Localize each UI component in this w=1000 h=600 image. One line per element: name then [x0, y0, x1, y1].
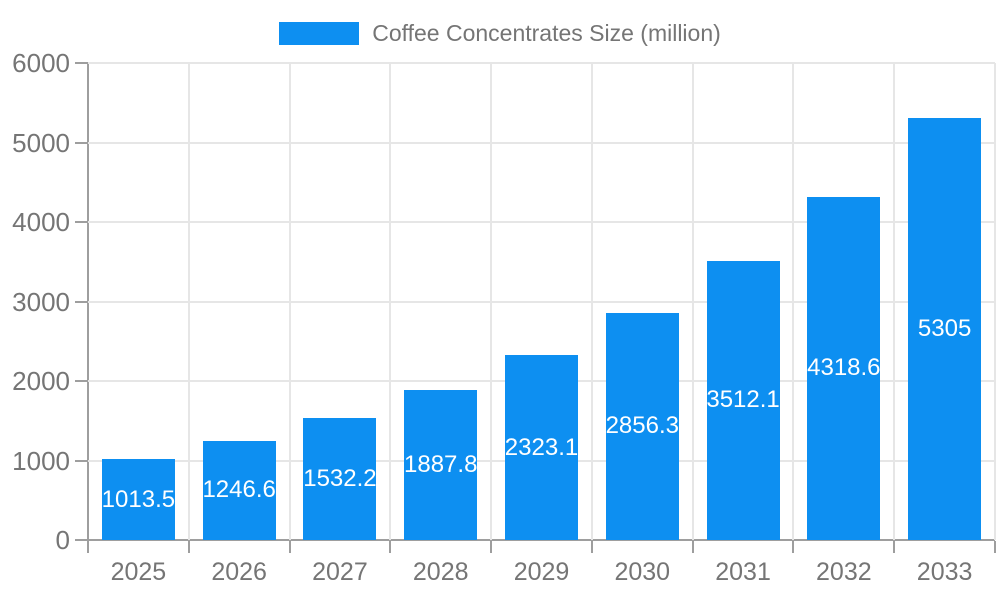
y-tick-mark [75, 539, 88, 541]
bar-value-label: 1013.5 [101, 485, 176, 513]
v-gridline [490, 63, 493, 540]
y-tick-label: 0 [55, 525, 70, 555]
x-tick-label: 2027 [312, 558, 368, 586]
x-tick-mark [893, 541, 896, 553]
v-gridline [187, 63, 190, 540]
x-tick-mark [490, 541, 493, 553]
y-tick-label: 3000 [12, 286, 70, 317]
y-tick-mark [75, 141, 88, 144]
bar-value-label: 2856.3 [605, 412, 679, 440]
v-gridline [590, 63, 593, 540]
h-gridline [88, 221, 995, 223]
x-axis-line [75, 539, 995, 541]
y-tick-label: 6000 [12, 48, 70, 78]
x-tick-mark [288, 541, 291, 553]
x-tick-label: 2029 [513, 558, 570, 586]
v-gridline [288, 63, 291, 540]
h-gridline [88, 300, 995, 303]
x-tick-label: 2031 [715, 558, 771, 586]
bar[interactable]: 5305 [908, 118, 982, 540]
legend-swatch[interactable] [279, 22, 360, 45]
x-tick-label: 2026 [211, 558, 267, 586]
bar[interactable]: 2856.3 [605, 312, 679, 540]
y-tick-mark [75, 62, 88, 64]
v-gridline [389, 63, 392, 540]
bar-value-label: 1246.6 [202, 476, 276, 504]
x-tick-label: 2030 [614, 558, 671, 586]
y-tick-mark [75, 380, 88, 382]
bar[interactable]: 1532.2 [303, 418, 377, 540]
h-gridline [88, 62, 995, 64]
bar-value-label: 3512.1 [706, 386, 780, 414]
x-tick-mark [87, 541, 89, 553]
bar[interactable]: 1887.8 [404, 389, 478, 540]
y-tick-label: 1000 [12, 445, 70, 476]
y-tick-mark [75, 221, 88, 223]
y-tick-mark [75, 459, 88, 462]
bar[interactable]: 4318.6 [807, 196, 881, 540]
bar-value-label: 5305 [917, 315, 972, 343]
y-tick-label: 2000 [12, 366, 70, 396]
v-gridline [893, 63, 896, 540]
bar[interactable]: 2323.1 [505, 355, 578, 540]
x-tick-mark [994, 541, 996, 553]
legend-label[interactable]: Coffee Concentrates Size (million) [372, 20, 721, 46]
x-tick-label: 2028 [412, 558, 469, 586]
h-gridline [88, 141, 995, 144]
bar-value-label: 4318.6 [807, 354, 881, 382]
v-gridline [994, 63, 996, 540]
bar[interactable]: 1246.6 [202, 440, 276, 540]
x-tick-label: 2033 [916, 558, 973, 586]
chart-legend: Coffee Concentrates Size (million) [0, 20, 1000, 47]
y-axis-line [87, 63, 89, 552]
bar-value-label: 1887.8 [404, 450, 478, 478]
x-tick-mark [590, 541, 593, 553]
y-tick-label: 4000 [12, 207, 70, 237]
bar[interactable]: 3512.1 [706, 260, 780, 540]
x-tick-label: 2025 [110, 558, 167, 586]
v-gridline [792, 63, 795, 540]
plot-area: 1013.5 1246.6 1532.2 1887.8 2323.1 2856.3 3512… [88, 62, 996, 540]
x-tick-mark [389, 541, 392, 553]
y-tick-label: 5000 [12, 127, 70, 158]
x-tick-mark [792, 541, 795, 553]
x-tick-mark [187, 541, 190, 553]
bar-value-label: 1532.2 [303, 465, 377, 493]
bar[interactable]: 1013.5 [102, 459, 175, 540]
x-tick-mark [691, 541, 694, 553]
v-gridline [691, 63, 694, 540]
bar-value-label: 2323.1 [504, 433, 579, 461]
y-tick-mark [75, 300, 88, 303]
x-tick-label: 2032 [816, 558, 872, 586]
